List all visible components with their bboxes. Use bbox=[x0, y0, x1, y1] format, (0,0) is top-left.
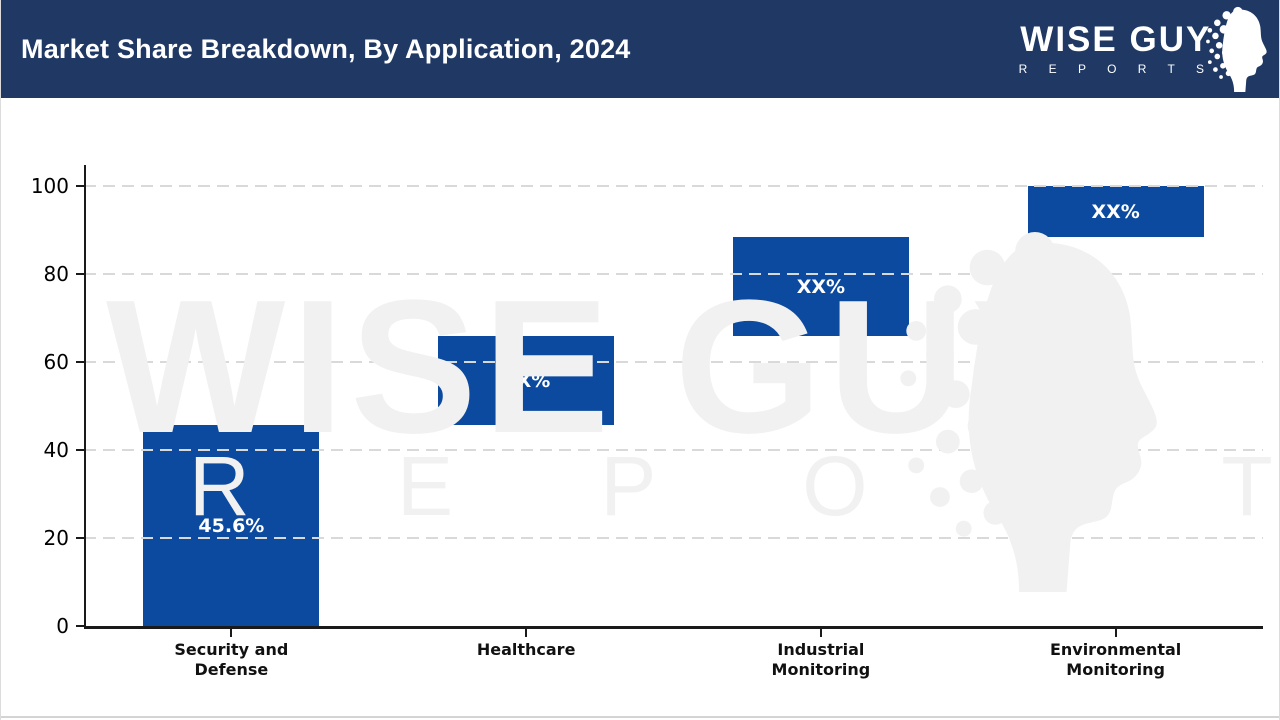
logo-subtitle: R E P O R T S bbox=[1018, 62, 1213, 76]
x-axis-tick bbox=[525, 629, 528, 637]
category-label-environmental-monitoring: Environmental Monitoring bbox=[1049, 640, 1182, 679]
category-label-healthcare: Healthcare bbox=[476, 640, 576, 659]
bar-value-label: 45.6% bbox=[198, 514, 265, 537]
bar-industrial-monitoring[interactable] bbox=[732, 237, 909, 337]
y-axis-tick-40 bbox=[76, 449, 84, 451]
bar-value-label: XX% bbox=[1091, 200, 1140, 223]
category-label-security-and-defense: Security and Defense bbox=[174, 640, 289, 679]
y-axis-tick-label: 0 bbox=[56, 614, 69, 638]
y-axis-tick-60 bbox=[76, 361, 84, 363]
bar-environmental-monitoring[interactable] bbox=[1027, 186, 1204, 238]
logo-face-icon bbox=[1206, 6, 1267, 92]
bottom-border bbox=[1, 716, 1279, 718]
category-label-industrial-monitoring: Industrial Monitoring bbox=[771, 640, 871, 679]
page-title: Market Share Breakdown, By Application, … bbox=[21, 33, 631, 64]
y-axis-tick-20 bbox=[76, 537, 84, 539]
bar-value-label: XX% bbox=[796, 275, 846, 298]
gridline-100 bbox=[84, 185, 1263, 187]
x-axis-line bbox=[84, 626, 1263, 629]
watermark-face-icon bbox=[900, 231, 1157, 592]
header: Market Share Breakdown, By Application, … bbox=[1, 0, 1279, 98]
y-axis-tick-label: 20 bbox=[43, 526, 69, 550]
bar-security-and-defense[interactable] bbox=[143, 425, 320, 626]
y-axis-tick-label: 80 bbox=[43, 262, 69, 286]
y-axis-line bbox=[84, 165, 86, 628]
y-axis-tick-label: 100 bbox=[30, 174, 69, 198]
gridline-40 bbox=[84, 449, 1263, 451]
brand-logo: WISE GUY R E P O R T S bbox=[1019, 6, 1271, 92]
gridline-80 bbox=[84, 273, 1263, 275]
x-axis-tick bbox=[819, 629, 822, 637]
brand-logo-text: WISE GUY R E P O R T S bbox=[1019, 22, 1213, 76]
x-axis-tick bbox=[1114, 629, 1117, 637]
gridline-60 bbox=[84, 361, 1263, 363]
y-axis-tick-label: 40 bbox=[43, 438, 69, 462]
logo-wordmark: WISE GUY bbox=[1020, 20, 1212, 59]
y-axis-tick-100 bbox=[76, 185, 84, 187]
watermark-wordmark: WISE GUY bbox=[106, 261, 1105, 473]
bar-value-label: XX% bbox=[501, 369, 551, 392]
y-axis-tick-80 bbox=[76, 273, 84, 275]
gridline-20 bbox=[84, 537, 1263, 539]
x-axis-tick bbox=[230, 629, 233, 637]
y-axis-tick-0 bbox=[76, 625, 84, 627]
y-axis-tick-label: 60 bbox=[43, 350, 69, 374]
bar-healthcare[interactable] bbox=[438, 336, 615, 426]
